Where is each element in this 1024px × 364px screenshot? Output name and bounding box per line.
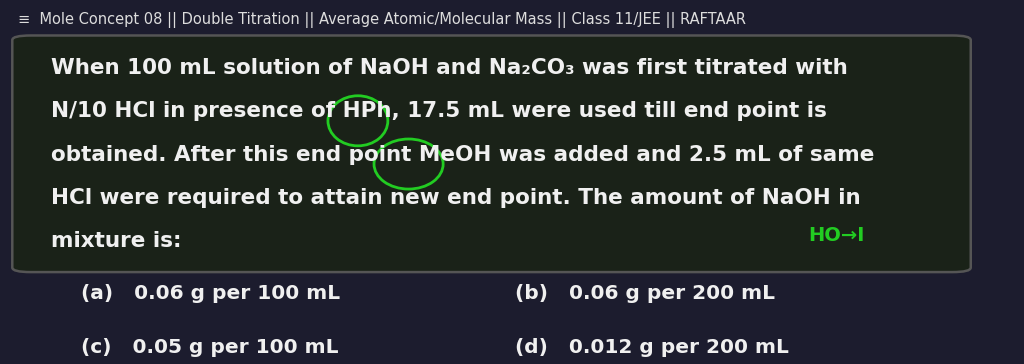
Text: When 100 mL solution of NaOH and Na₂CO₃ was first titrated with: When 100 mL solution of NaOH and Na₂CO₃ … [51,58,848,78]
Text: (c)   0.05 g per 100 mL: (c) 0.05 g per 100 mL [82,338,339,357]
Text: (d)   0.012 g per 200 mL: (d) 0.012 g per 200 mL [515,338,788,357]
Text: N/10 HCl in presence of HPh, 17.5 mL were used till end point is: N/10 HCl in presence of HPh, 17.5 mL wer… [51,102,826,122]
Text: HCl were required to attain new end point. The amount of NaOH in: HCl were required to attain new end poin… [51,188,860,208]
Text: obtained. After this end point MeOH was added and 2.5 mL of same: obtained. After this end point MeOH was … [51,145,874,165]
Text: mixture is:: mixture is: [51,231,181,251]
Text: (a)   0.06 g per 100 mL: (a) 0.06 g per 100 mL [82,284,341,303]
Text: HO→I: HO→I [808,226,864,245]
FancyBboxPatch shape [12,35,971,272]
Text: (b)   0.06 g per 200 mL: (b) 0.06 g per 200 mL [515,284,774,303]
Text: ≡  Mole Concept 08 || Double Titration || Average Atomic/Molecular Mass || Class: ≡ Mole Concept 08 || Double Titration ||… [18,12,746,28]
